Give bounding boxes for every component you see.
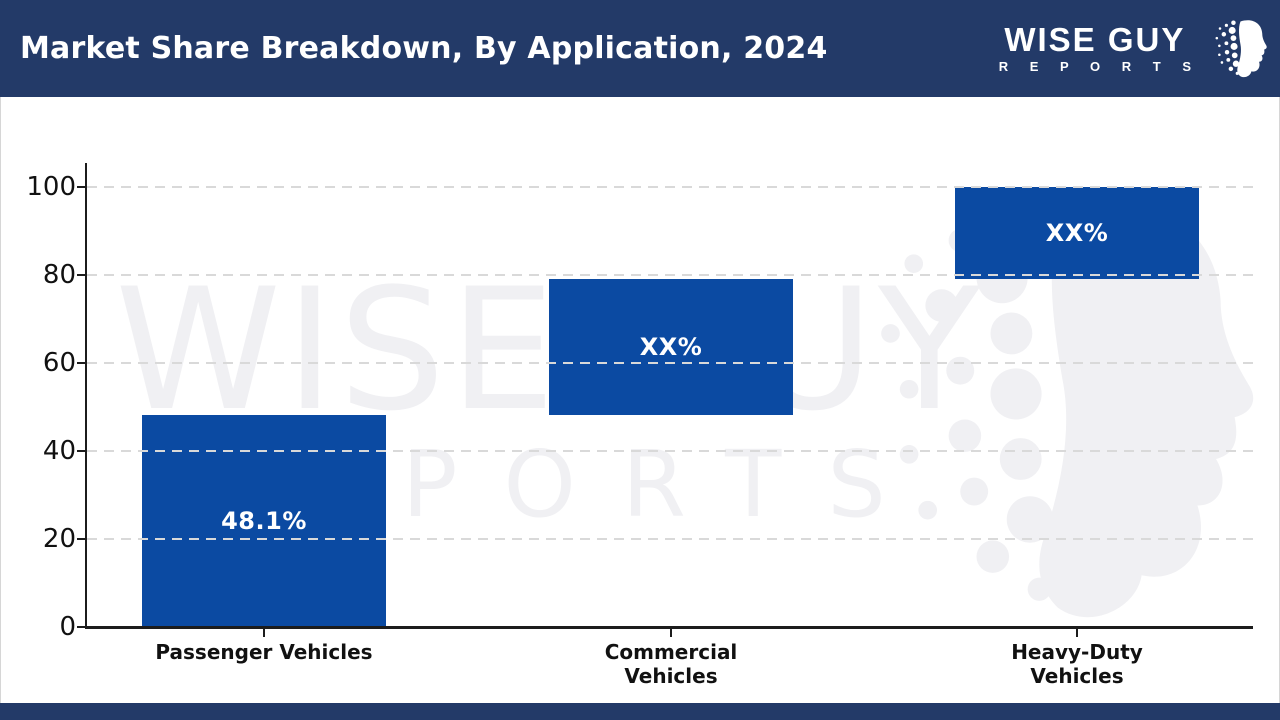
bar-value-label: 48.1% [221, 507, 307, 536]
y-axis-tick-label: 40 [42, 436, 76, 466]
footer-bar [0, 703, 1280, 720]
bar-segment: 48.1% [142, 415, 386, 627]
page-title: Market Share Breakdown, By Application, … [20, 31, 828, 66]
wiseguy-face-icon [1215, 19, 1267, 77]
logo-wordmark: WISE GUY [1004, 20, 1186, 58]
wiseguy-logo: WISE GUY R E P O R T S [990, 0, 1268, 97]
y-axis-line [85, 163, 87, 627]
bar-value-label: XX% [639, 333, 703, 362]
bar-segment: XX% [549, 278, 793, 416]
logo-subtext: R E P O R T S [998, 58, 1200, 74]
y-axis-tick-mark [77, 450, 85, 452]
gridline [87, 362, 1253, 364]
y-axis-tick-label: 60 [42, 348, 76, 378]
y-axis-tick-mark [77, 274, 85, 276]
y-axis-tick-label: 80 [42, 260, 76, 290]
y-axis-tick-label: 0 [59, 612, 76, 642]
x-axis-tick-mark [263, 629, 265, 637]
category-label: Passenger Vehicles [155, 640, 373, 664]
gridline [87, 186, 1253, 188]
gridline [87, 274, 1253, 276]
bar-value-label: XX% [1045, 218, 1109, 247]
watermark-text-line1: WISE GUY [115, 252, 985, 448]
y-axis-tick-label: 20 [42, 524, 76, 554]
header: Market Share Breakdown, By Application, … [0, 0, 1280, 97]
y-axis-tick-mark [77, 538, 85, 540]
y-axis-tick-mark [77, 626, 85, 628]
y-axis-tick-mark [77, 362, 85, 364]
x-axis-tick-mark [1076, 629, 1078, 637]
bar-segment: XX% [955, 187, 1199, 279]
gridline [87, 450, 1253, 452]
y-axis-tick-mark [77, 186, 85, 188]
x-axis-line [85, 626, 1253, 629]
category-label: Commercial Vehicles [604, 640, 738, 688]
y-axis-tick-label: 100 [26, 172, 76, 202]
x-axis-tick-mark [670, 629, 672, 637]
gridline [87, 538, 1253, 540]
category-label: Heavy-Duty Vehicles [1011, 640, 1143, 688]
